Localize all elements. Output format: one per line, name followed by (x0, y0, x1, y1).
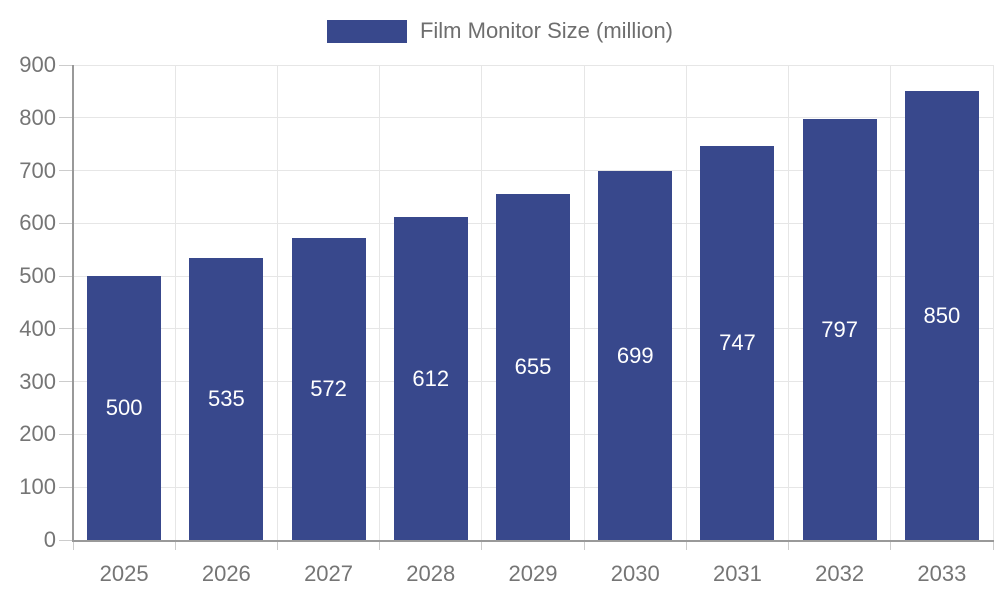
x-axis-tick (788, 540, 790, 550)
y-axis-tick (59, 486, 73, 488)
y-axis-label: 400 (19, 315, 56, 341)
y-axis-label: 900 (19, 52, 56, 77)
y-axis-label: 700 (19, 157, 56, 183)
x-axis-tick (276, 540, 278, 550)
y-axis-label: 600 (19, 210, 56, 236)
bar-value-label: 747 (719, 329, 756, 355)
y-gridline (73, 170, 993, 172)
y-axis-line (72, 65, 74, 542)
y-axis-label: 200 (19, 421, 56, 447)
x-gridline (788, 65, 790, 540)
x-gridline (890, 65, 892, 540)
x-axis-label: 2030 (610, 561, 660, 586)
y-axis-tick (59, 328, 73, 330)
y-axis-tick (59, 433, 73, 435)
y-gridline (73, 117, 993, 119)
bar[interactable] (700, 145, 775, 540)
bar[interactable] (904, 91, 979, 540)
y-axis-label: 0 (43, 527, 56, 552)
legend-label: Film Monitor Size (million) (419, 18, 674, 43)
bar-value-label: 612 (412, 365, 450, 391)
y-axis-label: 300 (19, 368, 56, 394)
y-axis-label: 100 (19, 474, 56, 500)
x-axis-tick (685, 540, 687, 550)
x-axis-label: 2027 (304, 561, 354, 586)
x-axis-label: 2028 (406, 561, 456, 586)
x-axis-tick (379, 540, 381, 550)
bar[interactable] (598, 171, 673, 540)
x-axis-label: 2026 (201, 561, 251, 586)
x-axis-tick (992, 540, 994, 550)
x-gridline (685, 65, 687, 540)
y-axis-tick (59, 539, 73, 541)
y-axis-tick (59, 64, 73, 66)
x-gridline (379, 65, 381, 540)
bar-value-label: 572 (310, 376, 347, 402)
x-axis-label: 2032 (815, 561, 865, 586)
y-axis-tick (59, 222, 73, 224)
x-axis-tick (481, 540, 483, 550)
x-gridline (992, 65, 994, 540)
x-axis-label: 2031 (712, 561, 762, 586)
bar-value-label: 500 (105, 395, 143, 421)
x-gridline (583, 65, 585, 540)
bar-value-label: 797 (821, 316, 859, 342)
chart-legend[interactable]: Film Monitor Size (million) (0, 16, 1000, 46)
x-axis-label: 2025 (99, 561, 149, 586)
bar-value-label: 535 (207, 385, 245, 411)
bar[interactable] (87, 276, 162, 540)
y-axis-label: 800 (19, 104, 56, 130)
x-axis-tick (583, 540, 585, 550)
bar-value-label: 850 (923, 302, 961, 328)
x-gridline (481, 65, 483, 540)
y-axis-tick (59, 381, 73, 383)
y-gridline (73, 64, 993, 66)
bar[interactable] (802, 119, 877, 540)
legend-swatch (326, 19, 407, 43)
bar-value-label: 699 (616, 342, 654, 368)
x-axis-label: 2033 (917, 561, 967, 586)
x-axis-tick (890, 540, 892, 550)
y-axis-tick (59, 275, 73, 277)
y-axis-tick (59, 117, 73, 119)
x-axis-tick (174, 540, 176, 550)
bar-value-label: 655 (514, 354, 552, 380)
bar[interactable] (189, 257, 264, 540)
x-axis-line (72, 540, 994, 542)
bar[interactable] (496, 194, 570, 540)
bar[interactable] (393, 217, 468, 540)
x-gridline (174, 65, 176, 540)
x-axis-tick (72, 540, 74, 550)
x-gridline (276, 65, 278, 540)
y-axis-label: 500 (19, 263, 56, 289)
bar[interactable] (291, 238, 366, 540)
x-axis-label: 2029 (508, 561, 558, 586)
y-axis-tick (59, 170, 73, 172)
